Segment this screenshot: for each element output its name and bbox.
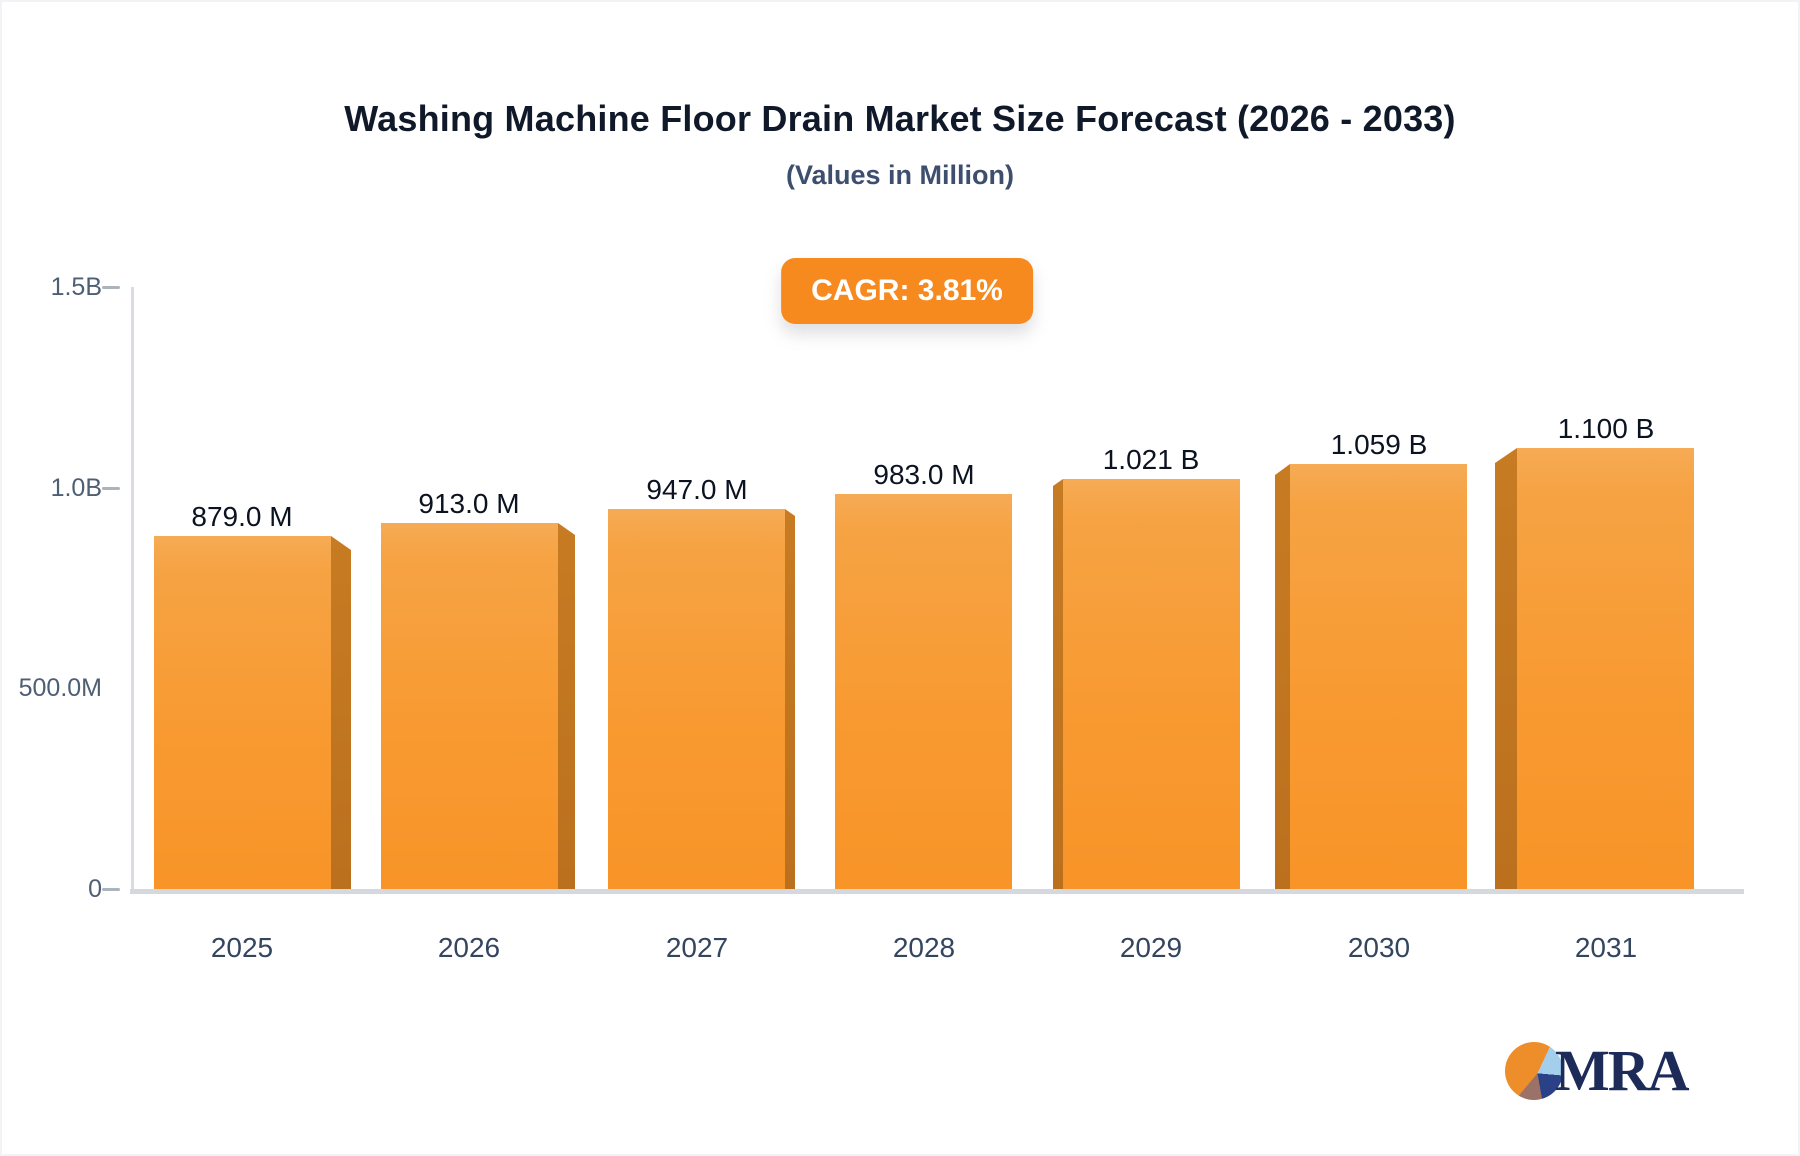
y-tick-label: 0 [88, 875, 102, 903]
bar-2031[interactable] [1495, 448, 1694, 889]
bar-2026[interactable] [381, 523, 575, 889]
x-tick-label: 2029 [1119, 932, 1183, 963]
x-axis-line [130, 889, 1744, 894]
bar-face [835, 494, 1012, 889]
bar-face [381, 523, 558, 889]
bar-value-label: 1.100 B [1557, 413, 1655, 444]
y-tick-label: 500.0M [18, 674, 102, 703]
mra-logo: MRA [1505, 1038, 1690, 1103]
bar-2025[interactable] [154, 536, 351, 889]
x-tick-label: 2030 [1347, 932, 1411, 963]
bar-value-label: 947.0 M [646, 474, 748, 505]
bar-side-3d [1275, 464, 1290, 889]
x-tick-label: 2028 [892, 932, 956, 963]
y-axis-line [131, 287, 134, 892]
y-tick-label: 1.5B [50, 273, 102, 301]
bar-side-3d [1053, 479, 1063, 889]
bar-face [608, 509, 785, 889]
logo-text: MRA [1555, 1038, 1690, 1103]
x-tick-label: 2031 [1574, 932, 1638, 963]
pie-chart-icon [1505, 1042, 1563, 1100]
bar-2027[interactable] [608, 509, 795, 889]
bar-value-label: 913.0 M [418, 488, 520, 519]
x-tick-label: 2026 [437, 932, 501, 963]
bar-side-3d [331, 536, 351, 889]
y-tick-mark [102, 888, 120, 891]
bar-side-3d [1495, 448, 1517, 889]
cagr-badge: CAGR: 3.81% [781, 258, 1033, 324]
bar-value-label: 879.0 M [191, 501, 293, 532]
bar-value-label: 1.021 B [1102, 444, 1200, 475]
bar-side-3d [785, 509, 795, 889]
bar-value-label: 1.059 B [1330, 429, 1428, 460]
bar-face [154, 536, 331, 889]
bar-side-3d [558, 523, 575, 889]
y-tick-label: 1.0B [50, 473, 102, 502]
y-tick-mark [102, 486, 120, 490]
bar-face [1517, 448, 1694, 889]
x-tick-label: 2027 [665, 932, 729, 963]
chart-title: Washing Machine Floor Drain Market Size … [344, 98, 1456, 139]
chart-subtitle: (Values in Million) [785, 160, 1015, 190]
bar-2029[interactable] [1053, 479, 1240, 889]
bar-face [1063, 479, 1240, 889]
y-tick-mark [102, 286, 120, 289]
bar-2028[interactable] [835, 494, 1012, 889]
x-tick-label: 2025 [210, 932, 274, 963]
bar-value-label: 983.0 M [873, 459, 975, 490]
bar-face [1290, 464, 1467, 889]
bar-2030[interactable] [1275, 464, 1467, 889]
